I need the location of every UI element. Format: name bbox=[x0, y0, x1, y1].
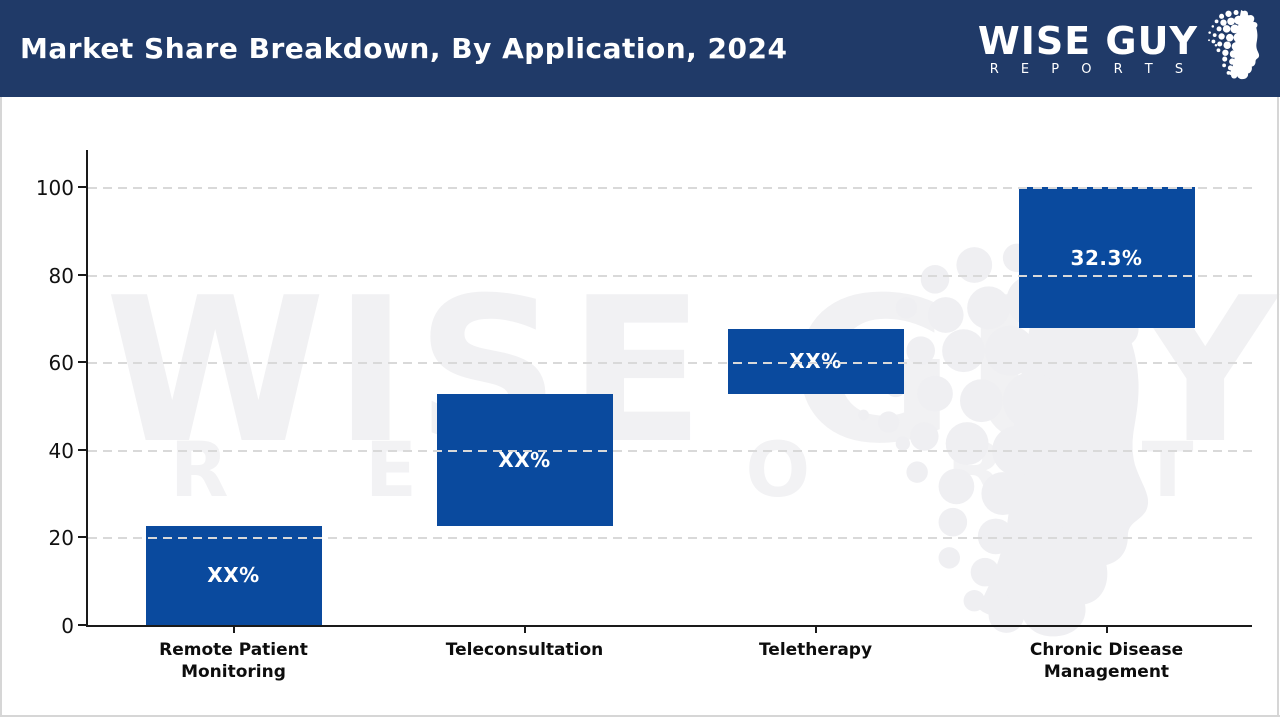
bar-value-label: XX% bbox=[789, 349, 842, 374]
x-axis-tick bbox=[232, 625, 235, 633]
category-label: Teleconsultation bbox=[445, 640, 604, 660]
category-label: Teletherapy bbox=[758, 640, 873, 660]
y-axis-tick bbox=[78, 536, 86, 539]
x-axis-line bbox=[86, 625, 1252, 627]
y-tick-label: 80 bbox=[48, 263, 74, 288]
bar-value-label: XX% bbox=[207, 563, 260, 588]
panel-border-right bbox=[1277, 97, 1279, 717]
page-title: Market Share Breakdown, By Application, … bbox=[20, 32, 788, 65]
x-axis-tick bbox=[523, 625, 526, 633]
plot-area: 0 20 40 60 80 100 XX% Remote Patient Monitoring… bbox=[36, 150, 1252, 682]
y-tick-label: 40 bbox=[48, 438, 74, 463]
bar-value-label: 32.3% bbox=[1070, 245, 1143, 270]
y-gridline bbox=[88, 274, 1252, 277]
y-gridline bbox=[88, 449, 1252, 452]
y-axis-tick bbox=[78, 186, 86, 188]
y-axis-line bbox=[86, 150, 88, 627]
y-gridline bbox=[88, 187, 1252, 189]
y-tick-label: 60 bbox=[48, 351, 74, 376]
bar-value-label: XX% bbox=[498, 447, 551, 472]
bar-segment: XX% bbox=[727, 328, 904, 395]
panel-border-bottom bbox=[0, 715, 1280, 717]
y-axis-tick bbox=[78, 273, 86, 276]
logo-subtitle: R E P O R T S bbox=[989, 61, 1193, 77]
y-axis-tick bbox=[78, 361, 86, 364]
chart-panel: WISE GUY R E P O R T S 020406080100XX%Re… bbox=[0, 97, 1280, 720]
y-tick-label: 100 bbox=[35, 176, 74, 200]
y-tick-label: 0 bbox=[61, 614, 74, 638]
x-axis-tick bbox=[814, 625, 817, 633]
bar-segment: XX% bbox=[436, 394, 613, 526]
bar-segment: XX% bbox=[145, 525, 322, 625]
y-tick-label: 20 bbox=[48, 526, 74, 551]
category-label: Chronic Disease Management bbox=[1029, 640, 1184, 683]
y-gridline bbox=[88, 537, 1252, 540]
y-gridline bbox=[88, 362, 1252, 365]
logo-wordmark: WISE GUY bbox=[977, 18, 1198, 63]
wiseguy-logo: WISE GUY R E P O R T S bbox=[978, 2, 1270, 95]
x-axis-tick bbox=[1105, 625, 1108, 633]
header-bar: Market Share Breakdown, By Application, … bbox=[0, 0, 1280, 97]
panel-border-left bbox=[0, 97, 2, 717]
y-axis-tick bbox=[78, 448, 86, 451]
bar-segment: 32.3% bbox=[1018, 187, 1195, 329]
wiseguy-logo-text: WISE GUY R E P O R T S bbox=[978, 22, 1198, 76]
category-label: Remote Patient Monitoring bbox=[159, 640, 308, 683]
y-axis-tick bbox=[78, 624, 86, 626]
